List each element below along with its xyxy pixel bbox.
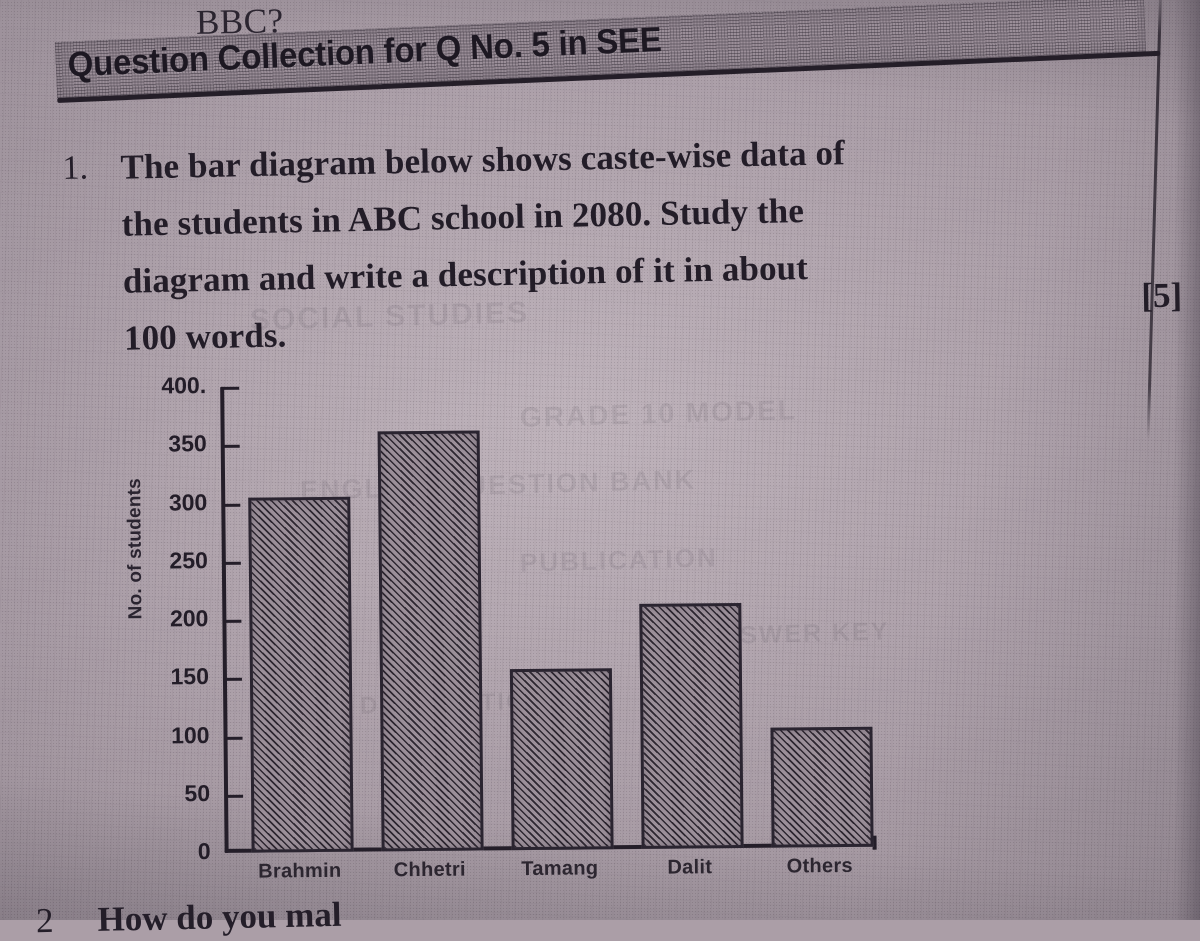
- y-tick-mark: [225, 736, 243, 740]
- bar-brahmin: [248, 496, 354, 853]
- y-tick-mark: [222, 386, 240, 390]
- y-tick-label: 100: [171, 721, 210, 748]
- y-tick-label: 350: [168, 430, 207, 457]
- x-category-label: Tamang: [521, 857, 599, 881]
- question-block: 1. The bar diagram below shows caste-wis…: [58, 118, 1182, 368]
- bar-others: [770, 726, 874, 848]
- y-tick-label: 0: [197, 838, 211, 865]
- bar-dalit: [639, 603, 744, 849]
- y-tick-mark: [223, 503, 241, 507]
- bar-tamang: [509, 668, 614, 851]
- y-tick-label: 400.: [161, 372, 207, 399]
- bar-chart: No. of students 0 50 100 150 200 250 300 350 400…: [110, 362, 915, 883]
- bar-chhetri: [377, 430, 484, 852]
- y-tick-label: 200: [169, 605, 209, 632]
- x-category-label: Brahmin: [258, 859, 342, 883]
- page-right-shadow: [1174, 0, 1200, 920]
- y-axis-tick-labels: 0 50 100 150 200 250 300 350 400.: [132, 369, 211, 880]
- y-tick-mark: [224, 619, 242, 623]
- y-tick-label: 300: [168, 488, 208, 515]
- y-tick-mark: [224, 677, 242, 682]
- y-tick-label: 250: [169, 546, 208, 574]
- plot-area: [224, 381, 878, 853]
- y-tick-label: 50: [184, 779, 211, 807]
- y-tick-mark: [226, 794, 244, 798]
- question-number: 1.: [62, 149, 89, 187]
- x-category-label: Chhetri: [393, 858, 466, 882]
- next-question-fragment: 2 How do you mal: [36, 895, 342, 941]
- y-tick-mark: [222, 445, 240, 449]
- next-question-text: How do you mal: [97, 894, 342, 939]
- question-text: The bar diagram below shows caste-wise d…: [120, 118, 1167, 367]
- x-category-label: Dalit: [667, 856, 713, 879]
- y-tick-mark: [223, 561, 241, 565]
- y-tick-label: 150: [170, 663, 210, 690]
- next-question-number: 2: [35, 900, 54, 941]
- x-category-label: Others: [786, 854, 854, 878]
- question-marks: [5]: [1141, 275, 1183, 316]
